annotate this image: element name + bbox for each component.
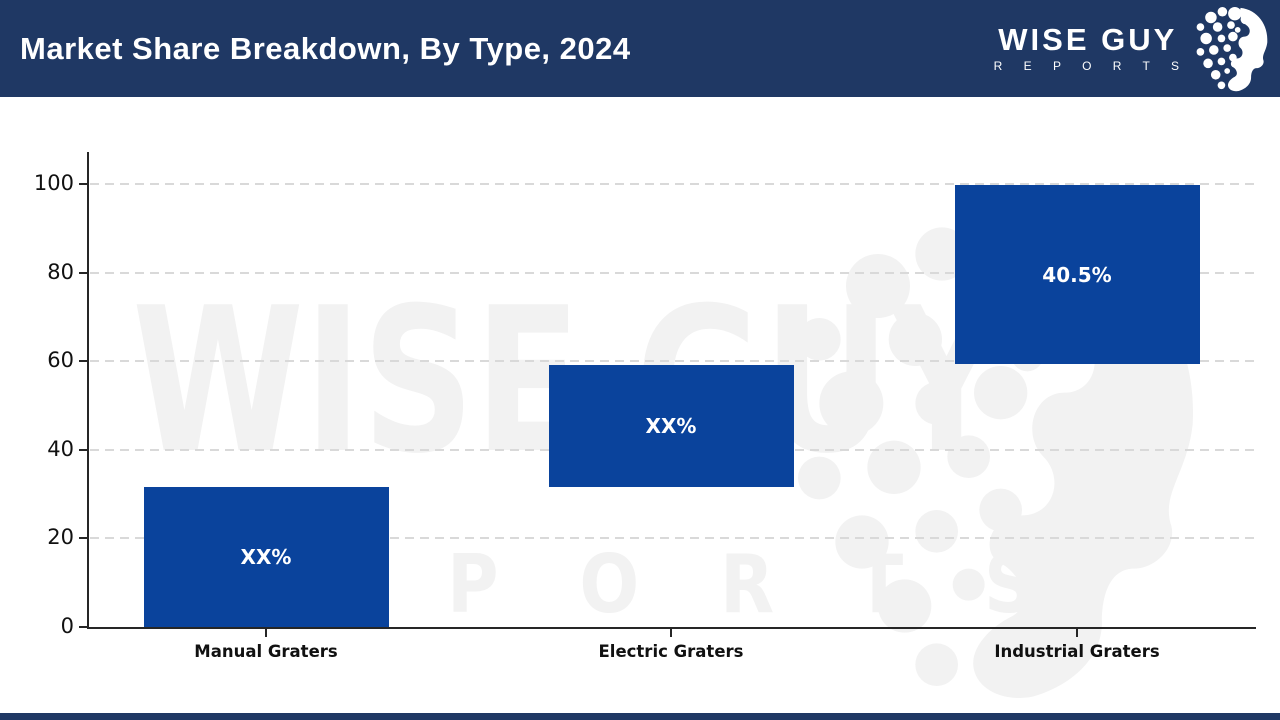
y-tick-label-80: 80 [47,259,74,284]
x-axis-label-electric-graters: Electric Graters [598,642,744,661]
header-band: Market Share Breakdown, By Type, 2024 WI… [0,0,1280,97]
bar-electric-graters: XX% [548,364,794,487]
y-tick-100 [79,183,88,185]
footer-band [0,713,1280,720]
y-tick-label-20: 20 [47,525,74,550]
y-tick-80 [79,271,88,274]
x-axis-spine [87,627,1256,629]
logo-text: WISE GUY R E P O R T S [988,24,1188,73]
logo-subtext: R E P O R T S [993,59,1188,73]
bar-industrial-graters: 40.5% [954,184,1200,365]
logo-wordmark: WISE GUY [998,22,1178,57]
bar-value-label-electric-graters: XX% [645,413,697,438]
bar-manual-graters: XX% [143,487,389,627]
y-tick-label-40: 40 [47,436,74,461]
y-tick-0 [79,626,88,628]
x-axis-label-industrial-graters: Industrial Graters [994,642,1160,661]
y-tick-label-0: 0 [60,614,74,638]
gridline-80 [90,271,1256,274]
chart-title: Market Share Breakdown, By Type, 2024 [20,30,631,66]
gridline-60 [90,360,1256,363]
x-tick-manual-graters [265,629,267,637]
y-tick-60 [79,360,88,363]
bar-value-label-manual-graters: XX% [240,544,292,569]
y-axis-spine [87,152,89,629]
gridline-20 [90,537,1256,540]
x-axis-label-manual-graters: Manual Graters [194,642,338,661]
x-tick-industrial-graters [1076,629,1078,637]
logo-head-icon [1196,6,1268,91]
x-tick-electric-graters [670,629,672,637]
y-tick-label-60: 60 [47,348,74,373]
wise-guy-logo: WISE GUY R E P O R T S [988,6,1270,92]
y-tick-label-100: 100 [33,171,74,195]
gridline-100 [90,183,1256,185]
y-tick-20 [79,537,88,540]
bar-value-label-industrial-graters: 40.5% [1042,262,1112,287]
y-tick-40 [79,448,88,451]
